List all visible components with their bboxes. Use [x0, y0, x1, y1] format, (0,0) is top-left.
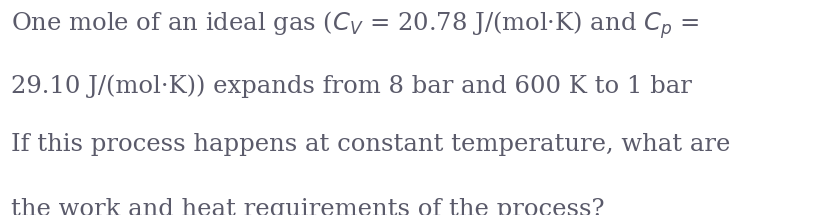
- Text: 29.10 J/(mol·K)) expands from 8 bar and 600 K to 1 bar: 29.10 J/(mol·K)) expands from 8 bar and …: [11, 74, 691, 98]
- Text: the work and heat requirements of the process?: the work and heat requirements of the pr…: [11, 198, 604, 215]
- Text: One mole of an ideal gas ($C_V$ = 20.78 J/(mol·K) and $C_p$ =: One mole of an ideal gas ($C_V$ = 20.78 …: [11, 10, 698, 41]
- Text: If this process happens at constant temperature, what are: If this process happens at constant temp…: [11, 133, 730, 156]
